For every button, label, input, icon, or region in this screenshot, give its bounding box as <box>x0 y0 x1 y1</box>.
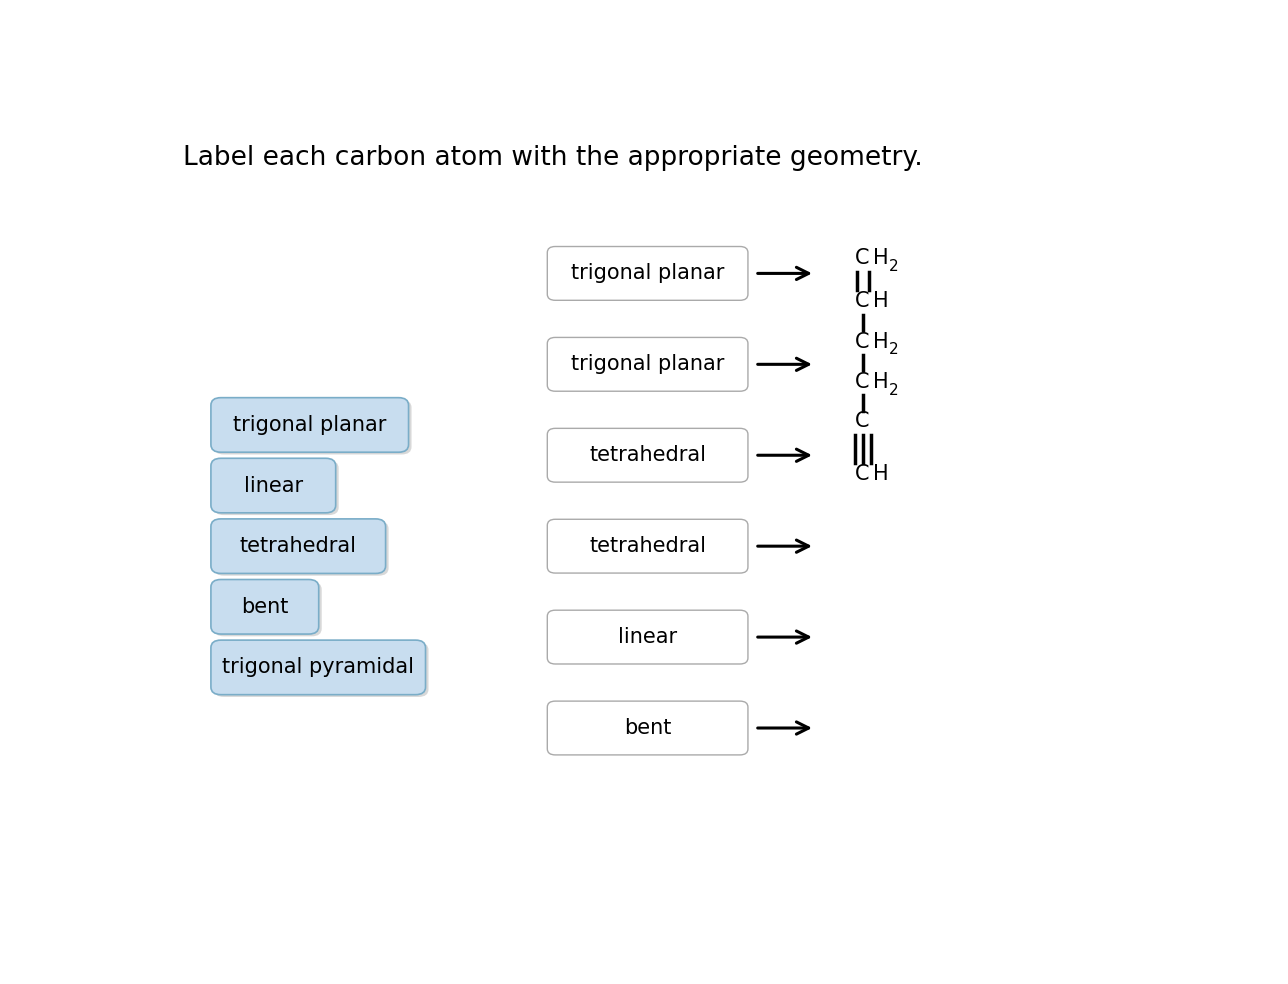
FancyBboxPatch shape <box>214 582 322 637</box>
FancyBboxPatch shape <box>547 338 748 392</box>
Text: tetrahedral: tetrahedral <box>589 536 706 556</box>
FancyBboxPatch shape <box>547 610 748 664</box>
Text: C: C <box>855 332 869 351</box>
Text: C: C <box>855 248 869 269</box>
FancyBboxPatch shape <box>547 702 748 755</box>
Text: 2: 2 <box>889 259 898 275</box>
Text: H: H <box>873 332 889 351</box>
FancyBboxPatch shape <box>211 580 318 634</box>
FancyBboxPatch shape <box>547 520 748 573</box>
Text: bent: bent <box>623 718 671 738</box>
FancyBboxPatch shape <box>211 459 336 513</box>
Text: bent: bent <box>241 596 289 617</box>
FancyBboxPatch shape <box>214 522 389 576</box>
FancyBboxPatch shape <box>214 643 429 697</box>
Text: C: C <box>855 291 869 312</box>
Text: trigonal planar: trigonal planar <box>571 264 724 283</box>
Text: C: C <box>855 372 869 392</box>
FancyBboxPatch shape <box>547 247 748 300</box>
Text: tetrahedral: tetrahedral <box>240 536 357 556</box>
Text: linear: linear <box>243 475 303 496</box>
Text: 2: 2 <box>889 342 898 357</box>
Text: H: H <box>873 464 889 484</box>
Text: C: C <box>855 411 869 431</box>
Text: tetrahedral: tetrahedral <box>589 445 706 465</box>
Text: trigonal planar: trigonal planar <box>571 354 724 374</box>
FancyBboxPatch shape <box>211 398 408 453</box>
Text: C: C <box>855 464 869 484</box>
Text: Label each carbon atom with the appropriate geometry.: Label each carbon atom with the appropri… <box>183 145 922 170</box>
Text: linear: linear <box>618 627 677 647</box>
Text: H: H <box>873 248 889 269</box>
FancyBboxPatch shape <box>214 400 412 455</box>
FancyBboxPatch shape <box>211 519 385 574</box>
FancyBboxPatch shape <box>214 461 339 515</box>
FancyBboxPatch shape <box>211 641 425 695</box>
Text: H: H <box>873 372 889 392</box>
Text: H: H <box>873 291 889 312</box>
Text: trigonal planar: trigonal planar <box>233 415 386 435</box>
FancyBboxPatch shape <box>547 428 748 482</box>
Text: trigonal pyramidal: trigonal pyramidal <box>223 657 415 677</box>
Text: 2: 2 <box>889 383 898 398</box>
